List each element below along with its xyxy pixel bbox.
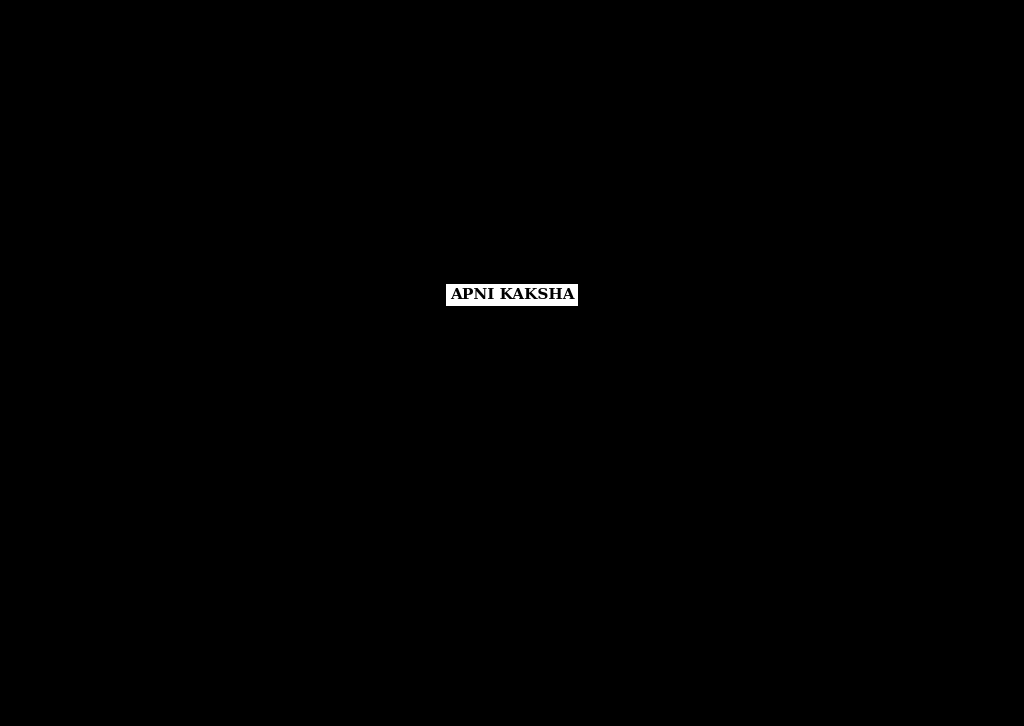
Text: The answer to each question is a NUMERICAL VALUE. If the numerical value has mor: The answer to each question is a NUMERIC…	[51, 637, 728, 651]
Text: titrated against standard alkali solution at different time.: titrated against standard alkali solutio…	[123, 130, 604, 147]
Text: 28.00: 28.00	[649, 247, 692, 261]
Text: than two decimal places, truncate/roundoff the value to TWO decimal places.: than two decimal places, truncate/roundo…	[51, 679, 648, 693]
Bar	[517, 223, 620, 285]
Text: 0: 0	[563, 186, 573, 200]
Bar	[517, 162, 620, 223]
Text: CHEMICAL KINETICS: CHEMICAL KINETICS	[258, 394, 602, 421]
Bar	[276, 162, 517, 223]
Text: Time/min: Time/min	[285, 186, 357, 200]
Text: given in the following table. A constant volume of reaction mixture is taken at : given in the following table. A constant…	[123, 72, 937, 89]
Text: 40: 40	[763, 247, 783, 261]
Text: 10: 10	[660, 186, 681, 200]
Bar	[276, 223, 517, 285]
Bar	[620, 223, 722, 285]
Text: It the rate law is given by rate = k[Ester]¹[H⁺]¹, where H+ is a catalyst, find : It the rate law is given by rate = k[Est…	[51, 456, 794, 470]
Text: (PHYSICAL CHEMISTRY): (PHYSICAL CHEMISTRY)	[41, 401, 258, 415]
Text: Use : ln $\left(\dfrac{5}{4}\right)$ = 0.225: Use : ln $\left(\dfrac{5}{4}\right)$ = 0…	[51, 534, 212, 567]
Text: Vol. of Alkali / ml: Vol. of Alkali / ml	[285, 247, 416, 261]
Bar	[722, 162, 824, 223]
Text: If your answer y × 10⁻ˣ ( according to scientific notation) then fill the value : If your answer y × 10⁻ˣ ( according to s…	[51, 595, 675, 610]
Bar	[722, 223, 824, 285]
Text: t=∞: t=∞	[758, 186, 788, 200]
Text: Kinetic data for hydrolysis of a 0.3 M solution of ethyl acetate in presence of : Kinetic data for hydrolysis of a 0.3 M s…	[123, 15, 920, 31]
Text: 7: 7	[992, 286, 1005, 304]
Bar	[620, 162, 722, 223]
Text: APNI KAKSHA: APNI KAKSHA	[450, 288, 574, 302]
Text: $\mathit{A}$: $\mathit{A}$	[891, 363, 942, 432]
Text: 20.: 20.	[56, 15, 88, 33]
Text: of ester hydrolysis in a solution which is 0.1 M each in ester and acid HCl (M/m: of ester hydrolysis in a solution which …	[51, 498, 688, 513]
Text: 25.00: 25.00	[547, 247, 590, 261]
